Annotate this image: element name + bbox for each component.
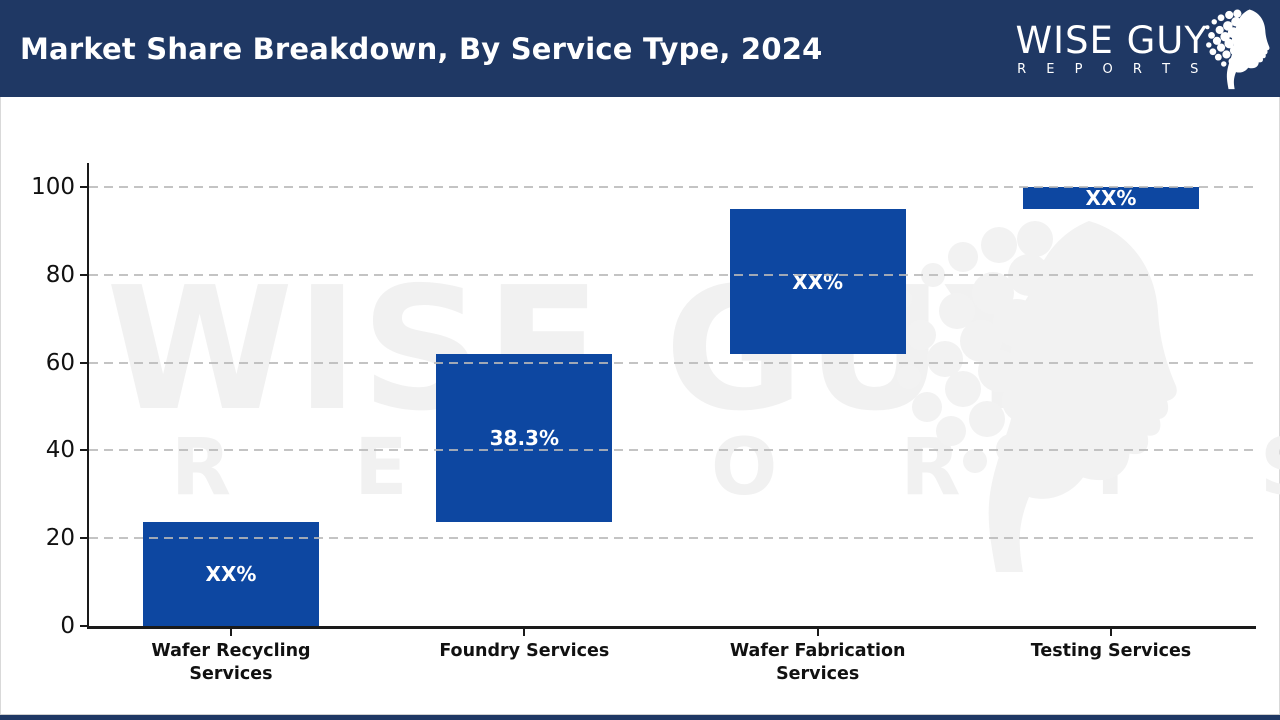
y-gridline (89, 273, 1253, 276)
watermark-text-line2: R E P O R T S (171, 423, 1280, 513)
bar-value-label: XX% (205, 561, 257, 586)
y-axis-tick (80, 625, 87, 627)
y-axis-tick-label: 0 (60, 613, 75, 639)
y-gridline (89, 449, 1253, 452)
brand-subtitle: R E P O R T S (1017, 61, 1207, 77)
brand-logo-text: WISE GUY R E P O R T S (1016, 22, 1208, 77)
y-gridline (89, 186, 1253, 188)
x-axis-tick (816, 629, 819, 636)
y-gridline (89, 361, 1253, 364)
y-axis-tick (80, 361, 87, 364)
y-axis-tick-label: 60 (45, 349, 75, 376)
y-gridline (89, 537, 1253, 540)
bar-value-label: 38.3% (489, 425, 560, 450)
dotted-head-icon (1205, 9, 1270, 90)
waterfall-bar: XX% (1022, 186, 1199, 211)
waterfall-bar: XX% (143, 521, 319, 626)
chart-area: WISE GUY R E P O R T S 0 20 40 60 80 100 XX% Wa… (0, 97, 1280, 714)
bar-value-label: XX% (1085, 186, 1137, 211)
x-axis-category-label: Testing Services (1030, 641, 1192, 661)
y-axis-tick (80, 186, 87, 188)
y-axis-tick-label: 20 (45, 525, 75, 552)
x-axis-category-label: Foundry Services (439, 641, 610, 661)
brand-name: WISE GUY (1015, 18, 1208, 62)
watermark-head-icon (894, 221, 1177, 572)
y-axis-tick-label: 80 (45, 261, 75, 288)
x-axis-tick (523, 629, 526, 636)
y-axis-tick-label: 40 (45, 437, 75, 464)
page-title: Market Share Breakdown, By Service Type,… (20, 31, 823, 66)
waterfall-bar: XX% (729, 209, 906, 354)
y-axis-tick (80, 273, 87, 276)
y-axis-tick-label: 100 (31, 174, 75, 200)
brand-logo: WISE GUY R E P O R T S (1016, 6, 1270, 92)
x-axis-tick (1109, 629, 1112, 636)
header-bar: Market Share Breakdown, By Service Type,… (0, 0, 1280, 97)
y-axis-line (87, 163, 89, 628)
waterfall-bar: 38.3% (436, 353, 613, 522)
bar-value-label: XX% (792, 269, 844, 294)
footer-bar (0, 714, 1280, 720)
y-axis-tick (80, 449, 87, 452)
x-axis-line (87, 626, 1256, 629)
x-axis-tick (230, 629, 232, 636)
x-axis-category-label: Wafer Fabrication Services (729, 641, 906, 684)
y-axis-tick (80, 537, 87, 540)
x-axis-category-label: Wafer Recycling Services (151, 641, 311, 684)
